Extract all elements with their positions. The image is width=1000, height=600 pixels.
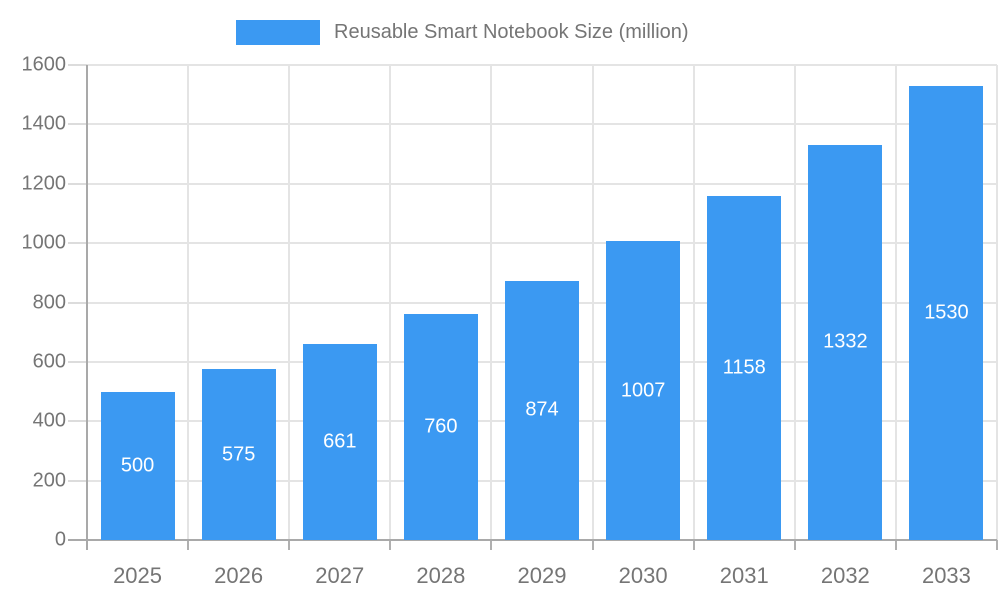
- bar[interactable]: [909, 85, 984, 540]
- gridline: [187, 65, 190, 540]
- x-axis-label: 2030: [618, 563, 668, 588]
- x-axis-tick: [288, 540, 291, 550]
- y-axis-tick: [68, 64, 87, 66]
- gridline: [490, 65, 493, 540]
- bar[interactable]: [606, 241, 681, 540]
- y-axis-label: 600: [32, 350, 66, 373]
- x-axis-tick: [389, 540, 392, 550]
- gridline: [87, 182, 997, 185]
- x-axis-tick: [187, 540, 190, 550]
- gridline: [996, 65, 998, 540]
- y-axis-label: 1400: [21, 112, 67, 135]
- y-axis-line: [86, 65, 88, 550]
- gridline: [692, 65, 695, 540]
- x-axis-tick: [996, 540, 998, 550]
- y-axis-label: 800: [32, 291, 66, 313]
- gridline: [389, 65, 392, 540]
- y-axis-label: 1000: [21, 231, 67, 254]
- legend[interactable]: Reusable Smart Notebook Size (million): [236, 19, 689, 46]
- y-axis-tick: [68, 182, 87, 185]
- bar[interactable]: [201, 369, 276, 540]
- y-axis-label: 0: [54, 528, 66, 551]
- y-axis-tick: [68, 301, 87, 304]
- gridline: [288, 65, 291, 540]
- bar[interactable]: [403, 314, 478, 540]
- bar-value-label: 760: [424, 415, 458, 438]
- gridline: [894, 65, 897, 540]
- bar-value-label: 1530: [924, 301, 969, 324]
- x-axis-tick: [490, 540, 493, 550]
- x-axis-tick: [894, 540, 897, 550]
- y-axis-label: 1600: [21, 53, 67, 76]
- x-axis-line: [68, 539, 997, 541]
- bar[interactable]: [808, 144, 883, 540]
- bar-value-label: 661: [323, 430, 357, 453]
- x-axis-label: 2032: [820, 563, 870, 588]
- gridline: [87, 64, 997, 66]
- bar-value-label: 575: [221, 443, 256, 466]
- bar[interactable]: [100, 391, 175, 540]
- y-axis-tick: [68, 360, 87, 363]
- x-axis-label: 2027: [315, 563, 365, 588]
- bar[interactable]: [302, 343, 377, 540]
- y-axis-label: 400: [32, 409, 66, 432]
- legend-label: Reusable Smart Notebook Size (million): [334, 21, 689, 43]
- gridline: [793, 65, 796, 540]
- x-axis-tick: [692, 540, 695, 550]
- y-axis-tick: [68, 420, 87, 423]
- bar[interactable]: [505, 280, 579, 540]
- gridline: [87, 242, 997, 245]
- x-axis-label: 2026: [214, 563, 264, 588]
- bar-value-label: 1007: [620, 379, 666, 402]
- y-axis-tick: [68, 123, 87, 126]
- y-axis-label: 1200: [21, 172, 67, 195]
- y-axis-label: 200: [32, 469, 66, 492]
- x-axis-label: 2033: [921, 563, 971, 588]
- gridline: [87, 123, 997, 126]
- bar-value-label: 1332: [823, 330, 868, 353]
- y-axis-tick: [68, 479, 87, 482]
- x-axis-label: 2028: [416, 563, 466, 588]
- legend-swatch: [236, 20, 320, 45]
- bar[interactable]: [707, 196, 782, 540]
- x-axis-tick: [793, 540, 796, 550]
- x-axis-label: 2031: [719, 563, 769, 588]
- y-axis-tick: [68, 242, 87, 245]
- x-axis-label: 2029: [517, 563, 567, 588]
- x-axis-label: 2025: [113, 563, 163, 588]
- bar-value-label: 874: [525, 398, 559, 421]
- bar-value-label: 1158: [722, 356, 766, 379]
- bar-value-label: 500: [120, 454, 155, 477]
- gridline: [591, 65, 594, 540]
- x-axis-tick: [591, 540, 594, 550]
